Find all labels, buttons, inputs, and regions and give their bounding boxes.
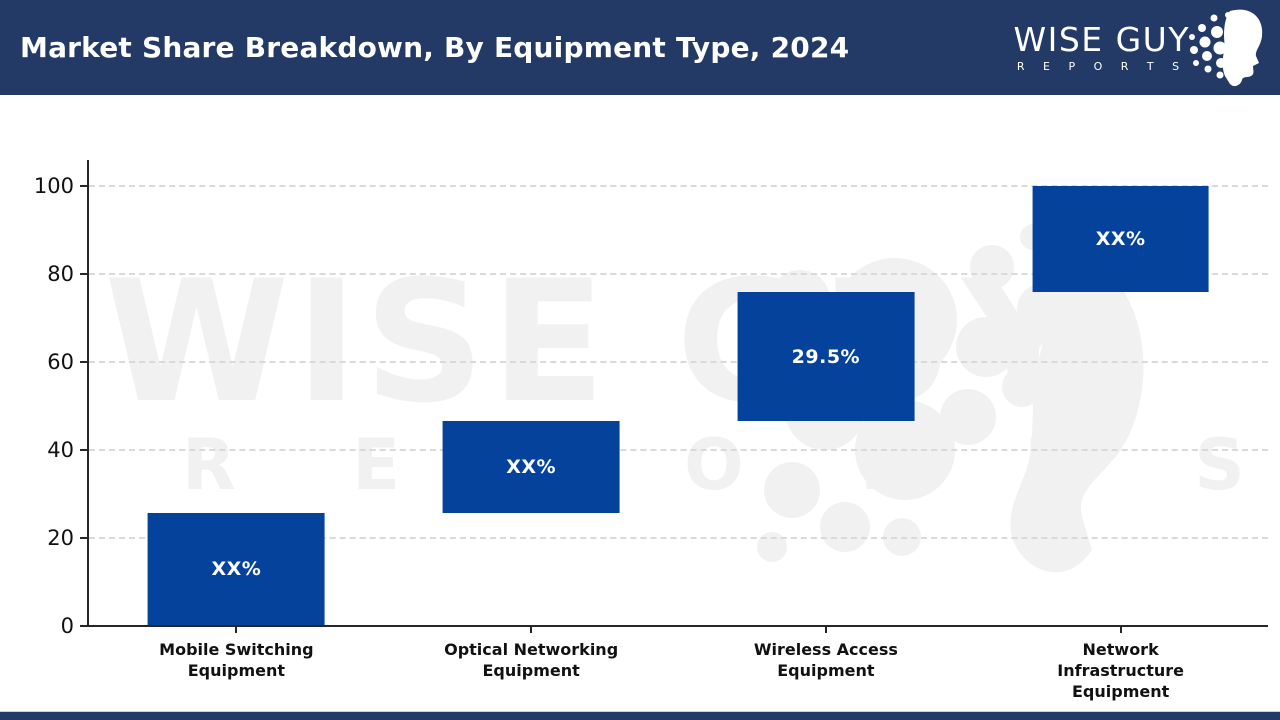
y-tick-20 <box>80 537 87 539</box>
chart-bar-0: XX% <box>147 512 325 626</box>
gridline-60 <box>89 361 1268 363</box>
gridline-40 <box>89 449 1268 451</box>
y-tick-label-60: 60 <box>47 350 74 374</box>
chart-bar-1: XX% <box>442 421 620 513</box>
bar-value-label-3: XX% <box>1095 227 1146 250</box>
y-tick-label-100: 100 <box>33 174 74 198</box>
category-label-0: Mobile Switching Equipment <box>159 640 314 680</box>
category-label-2: Wireless Access Equipment <box>753 640 898 680</box>
y-tick-label-0: 0 <box>60 614 74 638</box>
y-tick-40 <box>80 449 87 451</box>
chart-title: Market Share Breakdown, By Equipment Typ… <box>20 31 850 64</box>
y-tick-60 <box>80 361 87 363</box>
x-tick-0 <box>235 627 238 633</box>
brand-face-icon <box>1189 9 1263 87</box>
y-tick-80 <box>80 273 87 275</box>
bar-value-label-1: XX% <box>506 456 557 479</box>
y-tick-label-20: 20 <box>47 526 74 550</box>
header-bar: Market Share Breakdown, By Equipment Typ… <box>0 0 1280 95</box>
brand-name: WISE GUY <box>1013 20 1190 59</box>
y-tick-label-40: 40 <box>47 438 74 462</box>
brand-logo: WISE GUY R E P O R T S <box>1013 4 1270 92</box>
x-tick-2 <box>824 627 827 633</box>
chart-bar-2: 29.5% <box>737 291 915 422</box>
brand-subtitle: R E P O R T S <box>1016 60 1187 73</box>
y-tick-0 <box>80 625 87 627</box>
x-tick-3 <box>1119 627 1122 633</box>
y-tick-100 <box>80 185 87 187</box>
category-label-1: Optical Networking Equipment <box>444 640 619 680</box>
x-tick-1 <box>530 627 533 633</box>
brand-logo-text: WISE GUY R E P O R T S <box>1013 23 1190 73</box>
bar-value-label-2: 29.5% <box>791 345 861 368</box>
gridline-100 <box>89 185 1268 187</box>
plot-area: XX% XX% 29.5% XX% <box>89 185 1268 626</box>
x-axis-line <box>87 625 1268 627</box>
bar-value-label-0: XX% <box>211 558 262 581</box>
footer-bar <box>0 711 1280 720</box>
y-axis-line <box>87 160 89 627</box>
y-tick-label-80: 80 <box>47 262 74 286</box>
gridline-20 <box>89 537 1268 539</box>
gridline-80 <box>89 273 1268 275</box>
category-label-3: Network Infrastructure Equipment <box>1057 640 1184 701</box>
chart-bar-3: XX% <box>1032 186 1210 292</box>
